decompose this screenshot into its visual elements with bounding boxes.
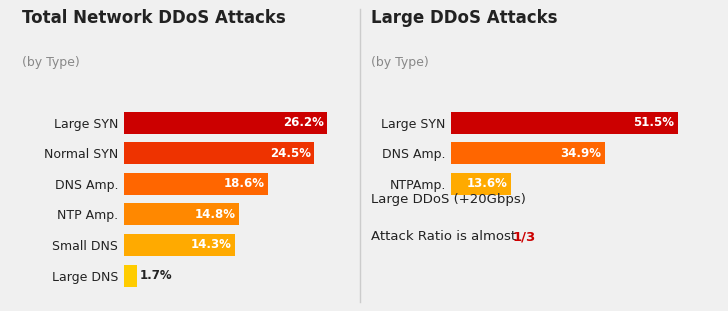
Text: 34.9%: 34.9%	[560, 147, 601, 160]
Text: Large DDoS Attacks: Large DDoS Attacks	[371, 9, 558, 27]
Bar	[451, 173, 511, 195]
Text: 1/3: 1/3	[513, 230, 536, 243]
Text: 26.2%: 26.2%	[283, 116, 324, 129]
Bar	[124, 264, 137, 286]
Bar	[451, 142, 605, 164]
Bar	[124, 112, 327, 134]
Bar	[451, 112, 678, 134]
Bar	[124, 234, 235, 256]
Text: (by Type): (by Type)	[371, 56, 429, 69]
Text: Total Network DDoS Attacks: Total Network DDoS Attacks	[22, 9, 285, 27]
Text: 24.5%: 24.5%	[270, 147, 311, 160]
Text: 14.3%: 14.3%	[191, 239, 232, 251]
Text: 1.7%: 1.7%	[140, 269, 173, 282]
Bar	[124, 173, 268, 195]
Text: 13.6%: 13.6%	[467, 177, 507, 190]
Bar	[124, 203, 239, 225]
Text: Attack Ratio is almost: Attack Ratio is almost	[371, 230, 521, 243]
Text: Large DDoS (+20Gbps): Large DDoS (+20Gbps)	[371, 193, 526, 206]
Bar	[124, 142, 314, 164]
Text: 51.5%: 51.5%	[633, 116, 674, 129]
Text: 14.8%: 14.8%	[194, 208, 236, 221]
Text: 18.6%: 18.6%	[224, 177, 265, 190]
Text: (by Type): (by Type)	[22, 56, 79, 69]
